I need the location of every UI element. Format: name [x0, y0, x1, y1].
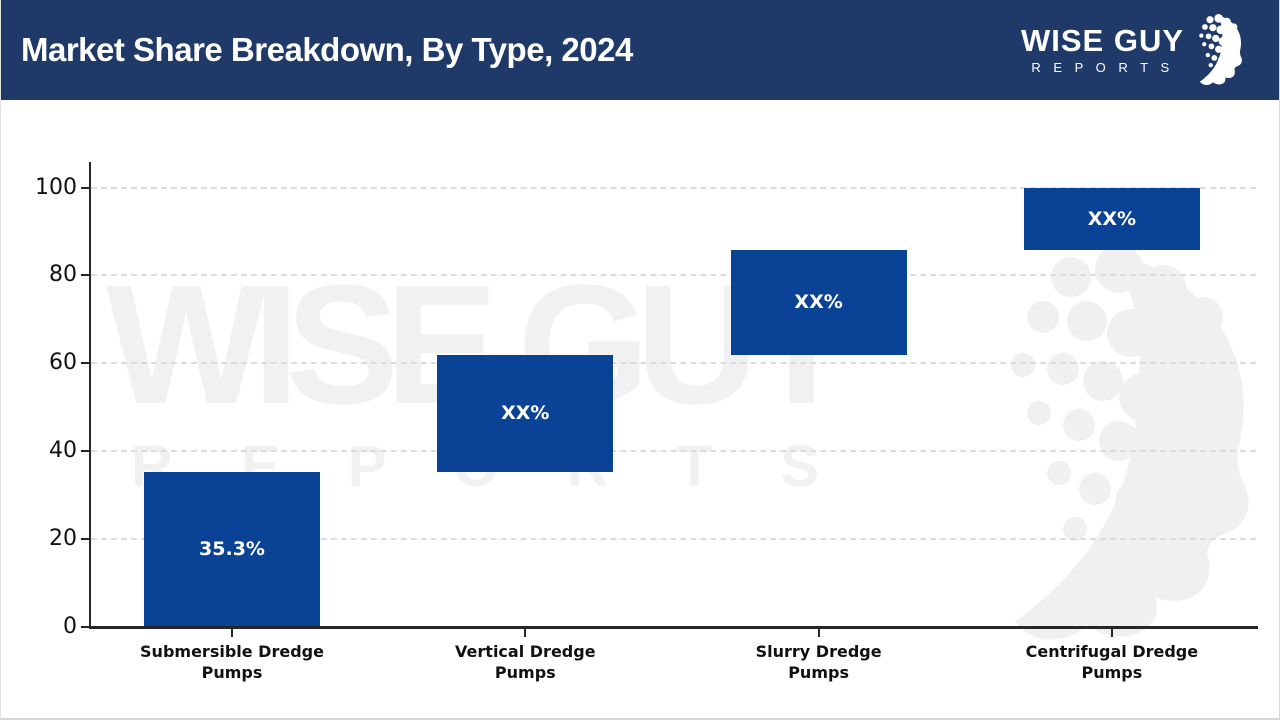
logo-name-text: WISE GUY — [1021, 23, 1185, 59]
y-tick-label-0: 0 — [63, 614, 77, 639]
y-tick-80 — [81, 274, 89, 277]
y-tick-label-20: 20 — [49, 526, 77, 552]
bar-value-label: 35.3% — [199, 538, 265, 561]
x-category-label-line: Submersible Dredge — [140, 642, 324, 661]
gridline-60 — [91, 362, 1256, 365]
x-tick — [817, 629, 820, 637]
bar-value-label: XX% — [501, 402, 550, 425]
x-category-label: Centrifugal Dredge Pumps — [982, 641, 1242, 683]
waterfall-chart: WISE GUY R E P O R T S 35.3%XX%XX%XX% 02… — [1, 100, 1279, 718]
gridline-20 — [91, 538, 1256, 541]
wise-guy-reports-logo: WISE GUY R E P O R T S — [1021, 8, 1271, 92]
x-category-label-line: Pumps — [201, 663, 263, 682]
dotted-head-icon — [1199, 14, 1242, 86]
x-tick — [231, 629, 233, 637]
x-category-label-line: Centrifugal Dredge — [1025, 642, 1199, 661]
chart-title: Market Share Breakdown, By Type, 2024 — [21, 31, 633, 68]
bar-segment: XX% — [1023, 187, 1200, 251]
x-category-label-line: Pumps — [788, 663, 849, 682]
bar-segment: XX% — [437, 354, 614, 472]
bar-segment: 35.3% — [144, 471, 320, 627]
bar-value-label: XX% — [794, 291, 843, 314]
y-tick-60 — [81, 362, 89, 365]
x-tick — [1110, 629, 1113, 637]
y-tick-40 — [81, 450, 89, 453]
y-tick-20 — [81, 538, 89, 541]
x-category-label-line: Vertical Dredge — [455, 642, 596, 661]
x-tick — [524, 629, 527, 637]
bar-segment: XX% — [730, 250, 907, 355]
x-category-label: Vertical Dredge Pumps — [395, 641, 655, 683]
y-tick-100 — [81, 186, 89, 189]
y-tick-label-40: 40 — [49, 438, 77, 464]
x-category-label-line: Pumps — [1081, 663, 1143, 682]
gridline-80 — [91, 274, 1256, 277]
y-axis-line — [89, 162, 91, 629]
gridline-40 — [91, 450, 1256, 453]
x-category-label: Submersible Dredge Pumps — [102, 641, 362, 683]
x-category-label-line: Slurry Dredge — [755, 642, 882, 661]
header-band: Market Share Breakdown, By Type, 2024 WI… — [1, 0, 1279, 100]
logo-text: WISE GUY R E P O R T S — [1021, 25, 1184, 75]
x-category-label-line: Pumps — [494, 663, 556, 682]
x-category-label: Slurry Dredge Pumps — [689, 641, 949, 683]
y-tick-0 — [81, 626, 89, 628]
gridline-100 — [91, 186, 1256, 189]
y-tick-label-100: 100 — [35, 174, 77, 200]
y-tick-label-60: 60 — [49, 350, 77, 376]
y-tick-label-80: 80 — [49, 262, 77, 288]
watermark-head-icon — [1011, 245, 1249, 640]
logo-sub-text: R E P O R T S — [1031, 59, 1174, 75]
x-axis-line — [89, 626, 1258, 629]
bar-value-label: XX% — [1087, 207, 1137, 230]
